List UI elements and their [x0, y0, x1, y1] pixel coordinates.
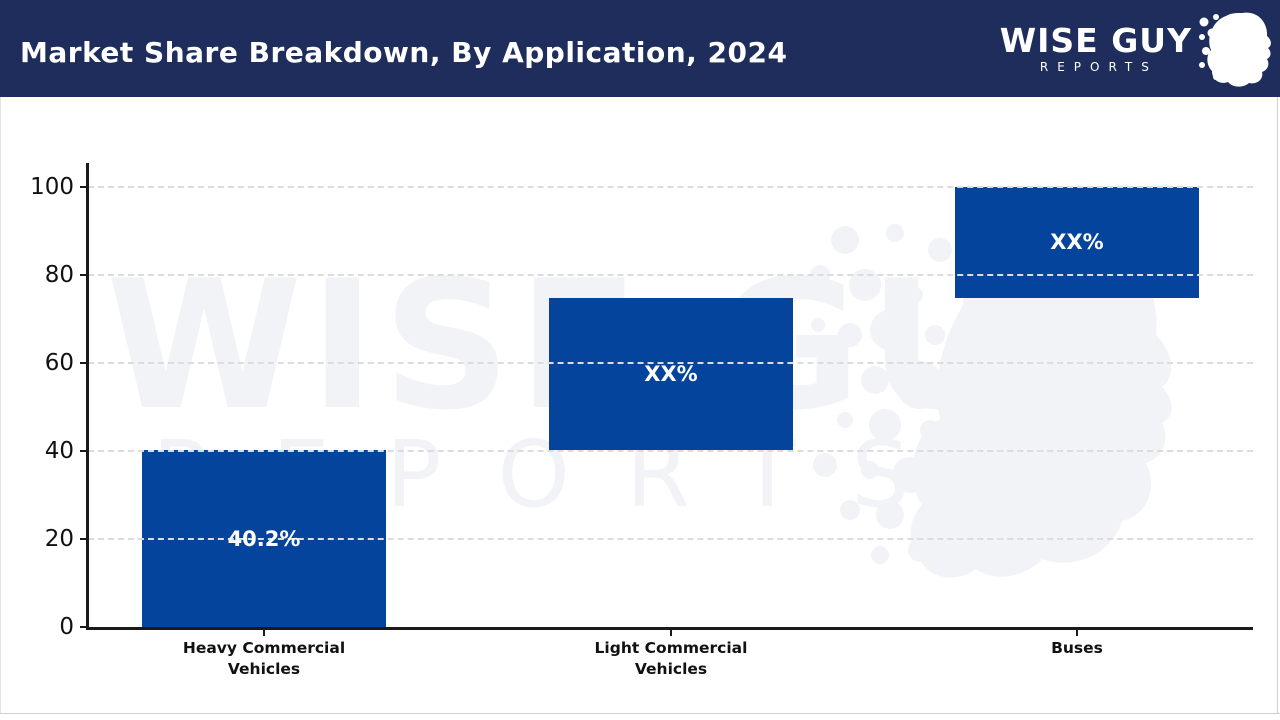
bar-value-label: XX%	[1050, 230, 1104, 255]
logo-text: WISE GUY REPORTS	[999, 20, 1192, 74]
x-category-label: Light Commercial Vehicles	[521, 638, 821, 680]
y-tick-mark	[80, 186, 86, 188]
y-axis-line	[86, 163, 89, 629]
y-tick-label: 40	[44, 438, 74, 464]
y-tick-label: 20	[44, 526, 74, 552]
x-category-label-line: Heavy Commercial	[182, 639, 346, 657]
wise-guy-reports-logo: WISE GUY REPORTS	[1000, 8, 1272, 88]
bar-value-label: XX%	[644, 362, 698, 386]
logo-head-icon	[1199, 12, 1271, 87]
y-tick-mark	[80, 538, 86, 540]
y-tick-mark	[80, 626, 86, 628]
frame-bottom-line	[0, 713, 1280, 714]
bar-segment	[549, 297, 793, 451]
x-category-label-line: Buses	[1051, 639, 1103, 657]
y-tick-label: 80	[44, 262, 74, 288]
logo-subtitle: REPORTS	[1039, 59, 1158, 74]
gridline	[88, 362, 1253, 364]
x-tick-mark	[263, 629, 265, 636]
y-tick-mark	[80, 362, 86, 364]
plot-area: WISE GUY REPORTS	[0, 97, 1280, 720]
x-category-label: Buses	[927, 638, 1227, 659]
gridline	[88, 274, 1253, 276]
x-category-label-line: Vehicles	[634, 660, 708, 678]
x-category-label-line: Vehicles	[227, 660, 301, 678]
x-axis-line	[86, 627, 1253, 630]
chart-title: Market Share Breakdown, By Application, …	[20, 36, 788, 69]
y-tick-label: 60	[44, 350, 74, 376]
y-tick-mark	[80, 274, 86, 276]
y-tick-label: 100	[30, 174, 74, 200]
bar-value-label: 40.2%	[227, 526, 301, 551]
gridline	[88, 450, 1253, 452]
logo-wordmark: WISE GUY	[999, 20, 1192, 60]
x-category-label: Heavy Commercial Vehicles	[114, 638, 414, 680]
frame-left-line	[0, 97, 1, 713]
gridline	[88, 538, 1253, 540]
x-tick-mark	[670, 629, 672, 636]
x-category-label-line: Light Commercial	[594, 639, 748, 657]
x-tick-mark	[1076, 629, 1078, 636]
header-bar: Market Share Breakdown, By Application, …	[0, 0, 1280, 97]
gridline	[88, 186, 1253, 188]
y-tick-label: 0	[59, 614, 74, 640]
y-tick-mark	[80, 450, 86, 452]
frame-right-line	[1277, 97, 1278, 713]
